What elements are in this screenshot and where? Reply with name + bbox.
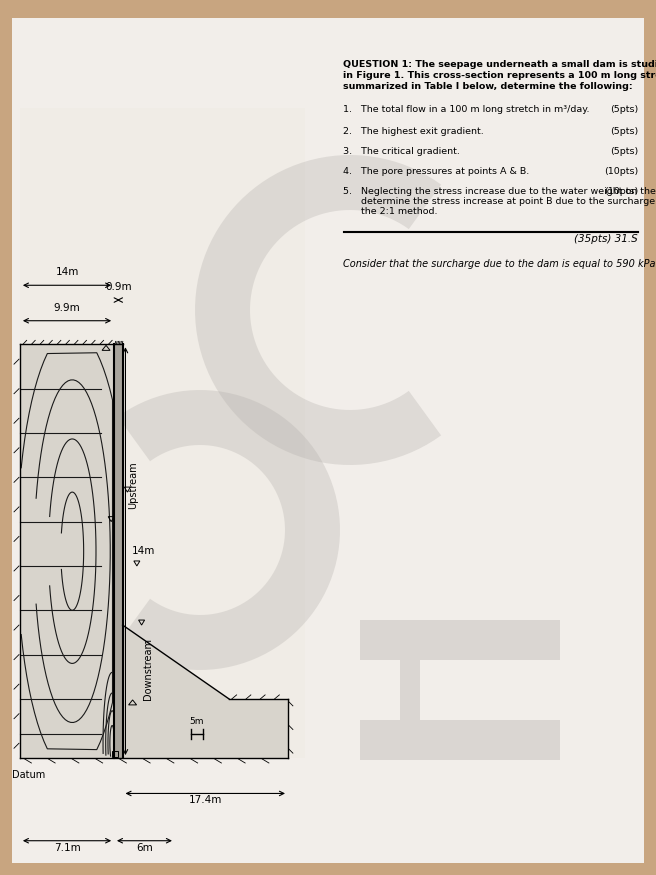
Polygon shape — [195, 155, 441, 465]
Text: Upstream: Upstream — [129, 461, 138, 508]
Text: 14m: 14m — [131, 546, 155, 556]
Text: 3.   The critical gradient.: 3. The critical gradient. — [343, 147, 460, 156]
Text: 9.9m: 9.9m — [54, 303, 81, 312]
Text: 0.9m: 0.9m — [105, 282, 132, 292]
Text: (5pts): (5pts) — [609, 105, 638, 114]
Bar — [112, 751, 117, 757]
Text: in Figure 1. This cross-section represents a 100 m long stretch. For the soil pr: in Figure 1. This cross-section represen… — [343, 71, 656, 80]
Text: 2.   The highest exit gradient.: 2. The highest exit gradient. — [343, 127, 483, 136]
Text: Downstream: Downstream — [142, 639, 153, 700]
Text: QUESTION 1: The seepage underneath a small dam is studied using the flow net sho: QUESTION 1: The seepage underneath a sma… — [343, 60, 656, 69]
Text: Consider that the surcharge due to the dam is equal to 590 kPa.: Consider that the surcharge due to the d… — [343, 259, 656, 269]
Text: (5pts): (5pts) — [609, 127, 638, 136]
Polygon shape — [20, 345, 114, 758]
Text: (10pts): (10pts) — [604, 167, 638, 176]
Text: (5pts): (5pts) — [609, 147, 638, 156]
Bar — [20, 108, 305, 758]
Text: 1.   The total flow in a 100 m long stretch in m³/day.: 1. The total flow in a 100 m long stretc… — [343, 105, 590, 114]
Text: the 2:1 method.: the 2:1 method. — [343, 207, 438, 216]
Text: 14m: 14m — [55, 267, 79, 277]
Text: determine the stress increase at point B due to the surcharge due to the dam usi: determine the stress increase at point B… — [343, 197, 656, 206]
Text: (10pts): (10pts) — [604, 187, 638, 196]
Text: 17.4m: 17.4m — [188, 795, 222, 806]
Text: 5m: 5m — [190, 718, 204, 726]
Text: 4.   The pore pressures at points A & B.: 4. The pore pressures at points A & B. — [343, 167, 529, 176]
Text: 5.   Neglecting the stress increase due to the water weight on the upstream side: 5. Neglecting the stress increase due to… — [343, 187, 656, 196]
Polygon shape — [117, 390, 340, 670]
Polygon shape — [123, 625, 288, 758]
Text: 7.1m: 7.1m — [54, 843, 81, 853]
Polygon shape — [360, 620, 560, 760]
Text: (35pts) 31.S: (35pts) 31.S — [574, 234, 638, 244]
Text: summarized in Table I below, determine the following:: summarized in Table I below, determine t… — [343, 82, 632, 91]
Text: Datum: Datum — [12, 770, 45, 780]
Text: 6m: 6m — [136, 843, 153, 853]
Polygon shape — [114, 345, 123, 758]
